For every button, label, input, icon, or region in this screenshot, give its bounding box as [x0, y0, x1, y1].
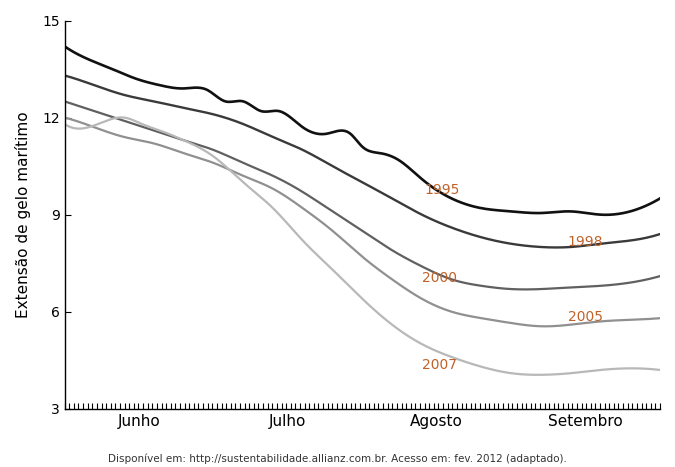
Text: 1995: 1995 [425, 184, 460, 198]
Y-axis label: Extensão de gelo marítimo: Extensão de gelo marítimo [15, 111, 31, 318]
Text: Disponível em: http://sustentabilidade.allianz.com.br. Acesso em: fev. 2012 (ada: Disponível em: http://sustentabilidade.a… [108, 454, 567, 464]
Text: 1998: 1998 [568, 235, 603, 249]
Text: 2000: 2000 [422, 271, 457, 285]
Text: 2007: 2007 [422, 358, 457, 372]
Text: 2005: 2005 [568, 310, 603, 324]
